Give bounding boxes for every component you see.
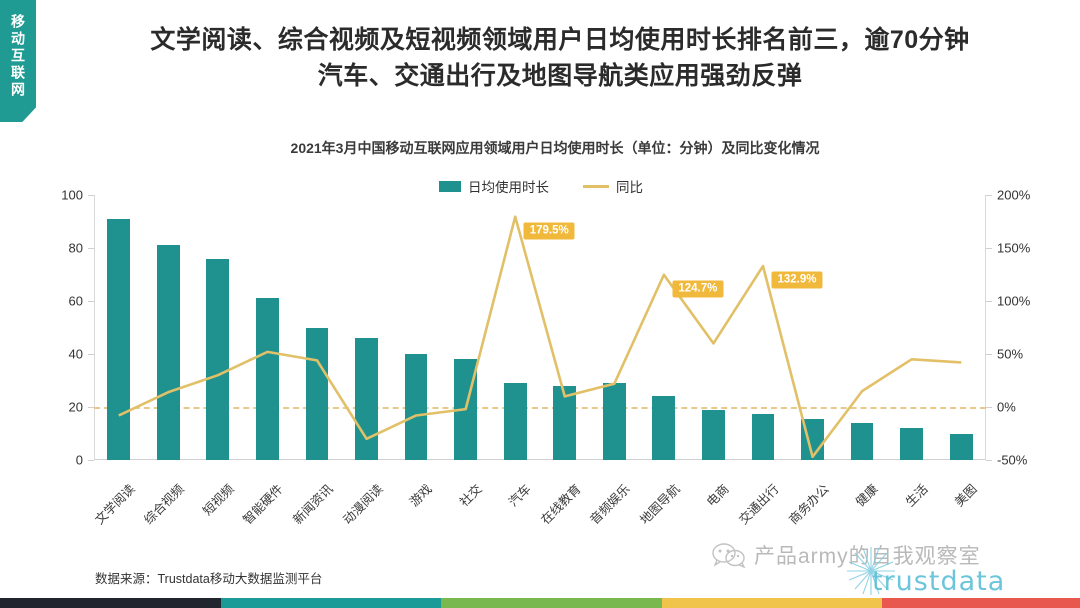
bar-16[interactable]	[900, 428, 924, 460]
y-axis-right	[985, 195, 986, 460]
bar-15[interactable]	[850, 422, 874, 460]
y-tick-label-right: 50%	[997, 346, 1024, 362]
y-tick-label-right: 200%	[997, 187, 1031, 203]
trustdata-logo: trustdata	[872, 566, 1006, 597]
wechat-icon	[712, 542, 746, 568]
y-tick-right	[986, 195, 992, 196]
x-label-5: 动漫阅读	[340, 481, 386, 528]
bar-8[interactable]	[503, 383, 527, 460]
x-label-8: 汽车	[506, 481, 534, 510]
bar-1[interactable]	[156, 245, 180, 460]
bar-13[interactable]	[751, 413, 775, 460]
x-label-4: 新闻资讯	[290, 481, 336, 528]
y-tick-left	[88, 301, 94, 302]
watermark-label: 产品army的自我观察室	[754, 545, 981, 568]
chart: 日均使用时长 同比 0 20 40 60 80 100 -50% 0% 50% 100% 150%…	[46, 176, 1036, 527]
y-tick-left	[88, 354, 94, 355]
x-label-7: 社交	[456, 481, 485, 510]
y-tick-label-right: 100%	[997, 293, 1031, 309]
watermark: 产品army的自我观察室	[712, 540, 981, 570]
y-tick-left	[88, 460, 94, 461]
x-label-3: 智能硬件	[240, 481, 287, 528]
x-label-17: 美图	[952, 481, 980, 510]
x-label-6: 游戏	[407, 481, 435, 510]
strip-segment-1	[220, 598, 442, 608]
y-tick-label-right: 0%	[997, 399, 1016, 415]
y-tick-label-left: 100	[61, 187, 83, 203]
data-label-交通出行: 132.9%	[771, 271, 823, 289]
x-label-2: 短视频	[200, 481, 237, 519]
plot-area: 0 20 40 60 80 100 -50% 0% 50% 100% 150% 200% 179.5…	[61, 188, 1030, 468]
legend-item-line[interactable]: 同比	[583, 176, 643, 196]
bar-3[interactable]	[256, 298, 279, 460]
x-label-0: 文学阅读	[92, 481, 138, 528]
legend-bar-label: 日均使用时长	[468, 180, 549, 195]
bar-series	[94, 195, 986, 460]
strip-segment-3	[661, 598, 883, 608]
y-tick-label-left: 80	[68, 240, 83, 256]
zero-reference-line	[94, 407, 986, 409]
y-tick-label-right: -50%	[997, 452, 1028, 468]
data-label-汽车: 179.5%	[523, 222, 575, 240]
line-series	[118, 215, 962, 459]
y-tick-right	[986, 354, 992, 355]
y-tick-label-left: 0	[75, 452, 83, 468]
y-tick-left	[88, 407, 94, 408]
y-tick-right	[986, 407, 992, 408]
side-tab-label: 移动互联网	[10, 13, 26, 99]
chart-legend: 日均使用时长 同比	[46, 176, 1036, 196]
bar-2[interactable]	[206, 258, 230, 460]
x-axis	[94, 459, 986, 460]
y-axis-left	[94, 195, 95, 460]
x-label-16: 生活	[902, 481, 931, 510]
strip-segment-2	[441, 598, 662, 608]
x-label-9: 在线教育	[538, 481, 584, 528]
title-line-1: 文学阅读、综合视频及短视频领域用户日均使用时长排名前三，逾70分钟	[150, 26, 970, 54]
data-source-note: 数据来源：Trustdata移动大数据监测平台	[95, 572, 323, 586]
bar-6[interactable]	[404, 354, 428, 460]
legend-bar-swatch-icon	[439, 180, 461, 192]
y-tick-label-left: 60	[68, 293, 83, 309]
x-label-13: 交通出行	[736, 481, 782, 528]
title-line-2: 汽车、交通出行及地图导航类应用强劲反弹	[317, 62, 803, 91]
legend-line-label: 同比	[616, 180, 643, 195]
x-label-1: 综合视频	[141, 481, 188, 528]
y-tick-label-left: 20	[68, 399, 83, 415]
strip-segment-4	[882, 598, 1080, 608]
trend-line	[118, 215, 962, 459]
trustdata-burst-icon	[845, 545, 897, 602]
bar-0[interactable]	[107, 218, 131, 460]
bar-9[interactable]	[553, 385, 577, 460]
x-axis-category-labels: 文学阅读 综合视频 短视频 智能硬件 新闻资讯 动漫阅读 游戏 社交 汽车 在线教育 音频娱乐 地图导…	[92, 479, 986, 549]
chart-subtitle: 2021年3月中国移动互联网应用领域用户日均使用时长（单位：分钟）及同比变化情况	[290, 140, 820, 156]
y-tick-label-right: 150%	[997, 240, 1031, 256]
y-tick-right	[986, 248, 992, 249]
legend-line-swatch-icon	[583, 184, 609, 188]
bar-17[interactable]	[949, 433, 973, 460]
page-title: 文学阅读、综合视频及短视频领域用户日均使用时长排名前三，逾70分钟 汽车、交通出…	[110, 22, 1010, 95]
bar-12[interactable]	[702, 409, 725, 460]
x-label-12: 电商	[704, 481, 733, 510]
y-tick-left	[88, 195, 94, 196]
bar-11[interactable]	[652, 396, 676, 460]
data-label-地图导航: 124.7%	[672, 280, 724, 298]
x-label-10: 音频娱乐	[587, 481, 634, 528]
strip-segment-0	[0, 598, 221, 608]
legend-item-bar[interactable]: 日均使用时长	[439, 176, 549, 196]
bottom-color-strip	[0, 598, 1080, 608]
x-label-11: 地图导航	[637, 481, 683, 528]
y-tick-right	[986, 301, 992, 302]
bar-10[interactable]	[602, 383, 626, 460]
side-tab: 移动互联网	[0, 0, 36, 122]
x-label-14: 商务办公	[786, 481, 832, 528]
y-tick-label-left: 40	[68, 346, 83, 362]
y-tick-left	[88, 248, 94, 249]
x-label-15: 健康	[853, 481, 881, 510]
y-tick-right	[986, 460, 992, 461]
